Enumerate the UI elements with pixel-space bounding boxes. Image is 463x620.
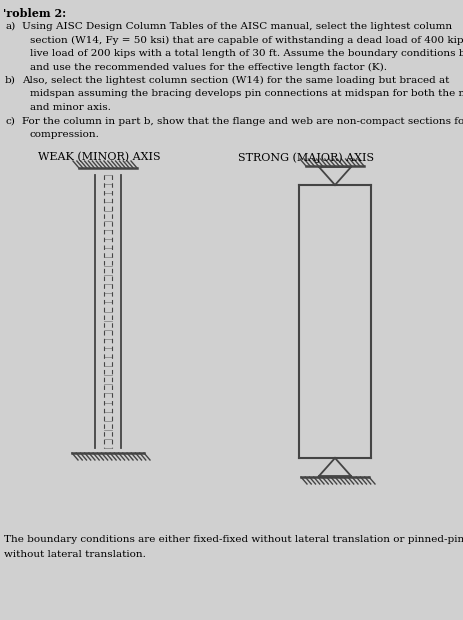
Text: and minor axis.: and minor axis. [30, 103, 111, 112]
Text: midspan assuming the bracing develops pin connections at midspan for both the ma: midspan assuming the bracing develops pi… [30, 89, 463, 99]
Text: c): c) [5, 117, 15, 125]
Text: section (W14, Fy = 50 ksi) that are capable of withstanding a dead load of 400 k: section (W14, Fy = 50 ksi) that are capa… [30, 35, 463, 45]
Text: Also, select the lightest column section (W14) for the same loading but braced a: Also, select the lightest column section… [22, 76, 450, 85]
Text: and use the recommended values for the effective length factor (K).: and use the recommended values for the e… [30, 63, 387, 72]
Text: compression.: compression. [30, 130, 100, 139]
Text: 'roblem 2:: 'roblem 2: [3, 8, 66, 19]
Text: The boundary conditions are either fixed-fixed without lateral translation or pi: The boundary conditions are either fixed… [4, 535, 463, 544]
Text: without lateral translation.: without lateral translation. [4, 550, 146, 559]
Text: b): b) [5, 76, 16, 85]
Text: STRONG (MAJOR) AXIS: STRONG (MAJOR) AXIS [238, 152, 374, 162]
Text: For the column in part b, show that the flange and web are non-compact sections : For the column in part b, show that the … [22, 117, 463, 125]
Text: live load of 200 kips with a total length of 30 ft. Assume the boundary conditio: live load of 200 kips with a total lengt… [30, 49, 463, 58]
Text: Using AISC Design Column Tables of the AISC manual, select the lightest column: Using AISC Design Column Tables of the A… [22, 22, 452, 31]
Text: WEAK (MINOR) AXIS: WEAK (MINOR) AXIS [38, 152, 161, 162]
Text: a): a) [5, 22, 15, 31]
